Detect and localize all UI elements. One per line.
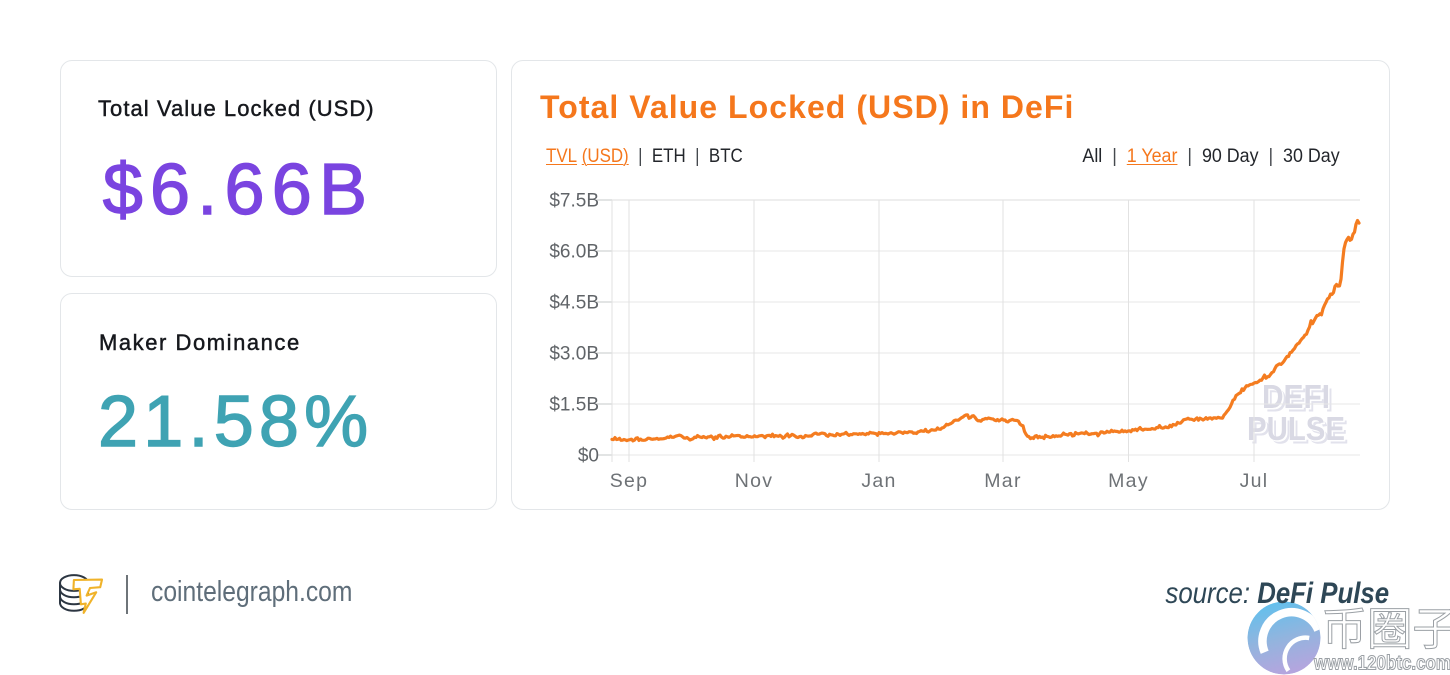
svg-text:Mar: Mar: [984, 470, 1021, 492]
svg-text:DEFI: DEFI: [1265, 382, 1333, 419]
svg-text:PULSE: PULSE: [1249, 412, 1347, 449]
svg-text:Nov: Nov: [735, 470, 774, 492]
svg-text:$3.0B: $3.0B: [549, 344, 599, 365]
svg-text:PULSE: PULSE: [1250, 413, 1348, 450]
svg-text:$4.5B: $4.5B: [549, 293, 599, 314]
svg-text:www.120btc.com: www.120btc.com: [1313, 652, 1450, 675]
svg-text:$7.5B: $7.5B: [549, 191, 599, 212]
svg-text:May: May: [1108, 470, 1149, 492]
svg-text:DEFI: DEFI: [1262, 378, 1330, 415]
svg-text:$6.0B: $6.0B: [549, 242, 599, 263]
svg-text:Jul: Jul: [1240, 470, 1269, 492]
svg-text:$0: $0: [578, 446, 599, 467]
svg-text:DEFI: DEFI: [1264, 380, 1332, 417]
svg-text:Sep: Sep: [610, 470, 649, 492]
svg-text:$1.5B: $1.5B: [549, 395, 599, 416]
svg-text:PULSE: PULSE: [1247, 410, 1345, 447]
svg-text:Jan: Jan: [861, 470, 896, 492]
